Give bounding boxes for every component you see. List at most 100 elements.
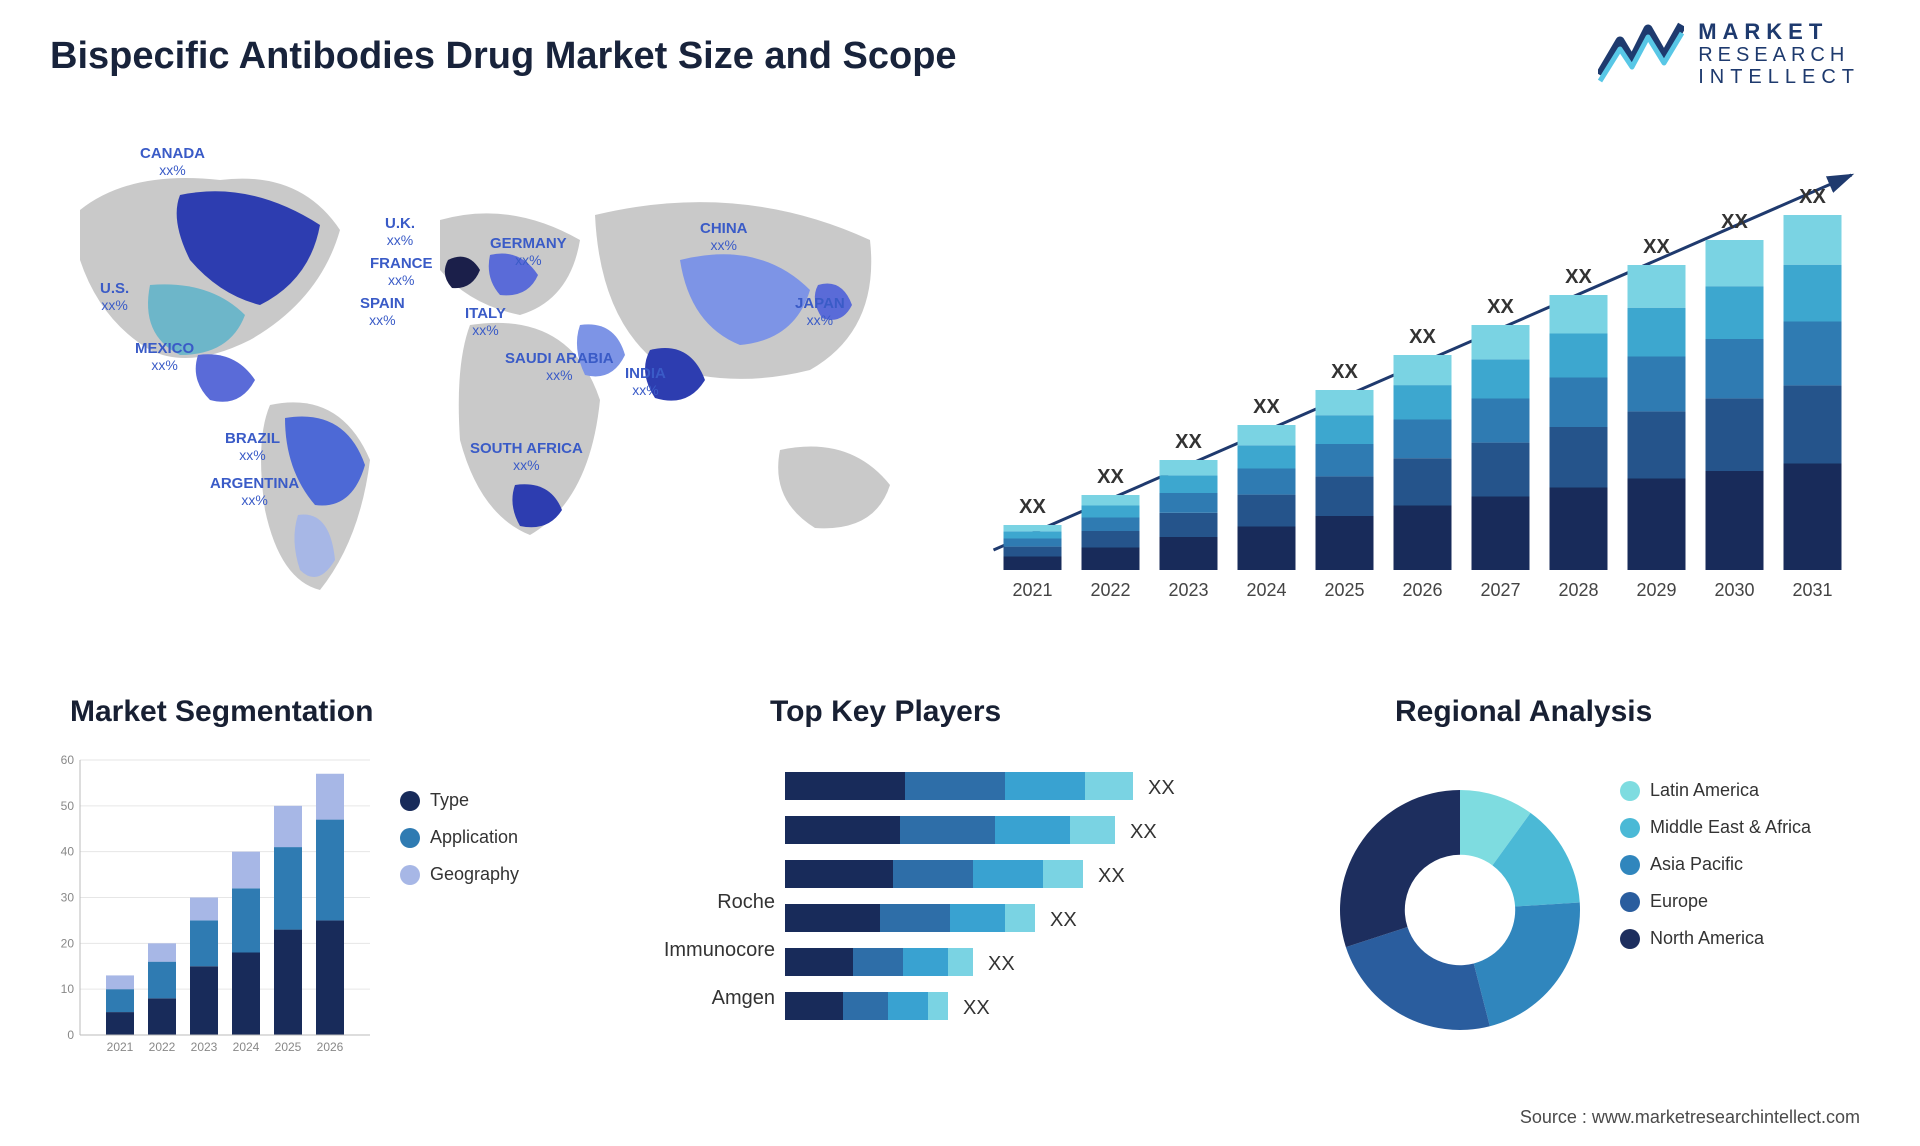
growth-bar-seg bbox=[1628, 411, 1686, 478]
seg-bar-seg bbox=[190, 966, 218, 1035]
seg-bar-seg bbox=[316, 774, 344, 820]
growth-bar-seg bbox=[1472, 325, 1530, 359]
growth-bar-seg bbox=[1082, 548, 1140, 571]
growth-bar-year: 2025 bbox=[1324, 580, 1364, 600]
player-bar-seg bbox=[843, 992, 888, 1020]
growth-bar-seg bbox=[1082, 506, 1140, 518]
seg-bar-seg bbox=[274, 847, 302, 930]
growth-bar-value: XX bbox=[1253, 396, 1280, 418]
seg-ytick: 60 bbox=[61, 753, 75, 767]
growth-bar-seg bbox=[1394, 420, 1452, 459]
player-bar-seg bbox=[1043, 860, 1083, 888]
growth-bar-seg bbox=[1472, 443, 1530, 497]
logo-swoosh-icon bbox=[1598, 21, 1684, 87]
growth-bar-value: XX bbox=[1097, 466, 1124, 488]
growth-bar-seg bbox=[1394, 385, 1452, 419]
growth-bar-year: 2027 bbox=[1480, 580, 1520, 600]
growth-bar-seg bbox=[1472, 497, 1530, 571]
regional-legend-item: Middle East & Africa bbox=[1620, 817, 1811, 838]
growth-bar-seg bbox=[1082, 495, 1140, 506]
growth-bar-seg bbox=[1160, 493, 1218, 513]
regional-legend-item: Asia Pacific bbox=[1620, 854, 1811, 875]
growth-bar-year: 2030 bbox=[1714, 580, 1754, 600]
growth-bar-seg bbox=[1784, 215, 1842, 265]
growth-bar-seg bbox=[1082, 518, 1140, 532]
player-bar-value: XX bbox=[1148, 777, 1175, 799]
player-bar-value: XX bbox=[963, 997, 990, 1019]
seg-bar-seg bbox=[190, 920, 218, 966]
player-bar-seg bbox=[853, 948, 903, 976]
growth-bar-seg bbox=[1550, 427, 1608, 488]
segmentation-title: Market Segmentation bbox=[70, 695, 373, 729]
seg-ytick: 20 bbox=[61, 936, 75, 950]
player-bar-seg bbox=[1085, 772, 1133, 800]
growth-bar-seg bbox=[1316, 516, 1374, 570]
player-bar-seg bbox=[888, 992, 928, 1020]
growth-bar-seg bbox=[1004, 531, 1062, 538]
regional-legend-item: Europe bbox=[1620, 891, 1811, 912]
growth-bar-seg bbox=[1706, 240, 1764, 286]
growth-bar-seg bbox=[1784, 322, 1842, 386]
players-title: Top Key Players bbox=[770, 695, 1001, 729]
player-bar-seg bbox=[785, 772, 905, 800]
seg-bar-seg bbox=[148, 998, 176, 1035]
growth-bar-value: XX bbox=[1565, 266, 1592, 288]
growth-bar-seg bbox=[1082, 531, 1140, 548]
growth-bar-year: 2021 bbox=[1012, 580, 1052, 600]
seg-xtick: 2022 bbox=[149, 1040, 176, 1054]
seg-xtick: 2024 bbox=[233, 1040, 260, 1054]
player-bar-value: XX bbox=[1130, 821, 1157, 843]
growth-bar-value: XX bbox=[1019, 496, 1046, 518]
player-bar-seg bbox=[903, 948, 948, 976]
seg-ytick: 50 bbox=[61, 799, 75, 813]
seg-ytick: 40 bbox=[61, 845, 75, 859]
growth-bar-seg bbox=[1004, 539, 1062, 547]
player-bar-seg bbox=[785, 992, 843, 1020]
growth-bar-value: XX bbox=[1331, 361, 1358, 383]
player-bar-value: XX bbox=[1050, 909, 1077, 931]
seg-bar-seg bbox=[232, 852, 260, 889]
players-chart: RocheImmunocoreAmgen XXXXXXXXXXXX bbox=[625, 760, 1265, 1070]
world-map: CANADAxx%U.S.xx%MEXICOxx%BRAZILxx%ARGENT… bbox=[40, 140, 940, 620]
growth-bar-seg bbox=[1160, 475, 1218, 493]
player-bar-seg bbox=[785, 904, 880, 932]
seg-bar-seg bbox=[148, 943, 176, 961]
seg-ytick: 0 bbox=[67, 1028, 74, 1042]
growth-bar-seg bbox=[1472, 399, 1530, 443]
segmentation-chart: 0102030405060202120222023202420252026 Ty… bbox=[50, 750, 610, 1070]
seg-legend-item: Geography bbox=[400, 864, 519, 885]
growth-bar-seg bbox=[1004, 547, 1062, 557]
player-bar-seg bbox=[950, 904, 1005, 932]
growth-bar-seg bbox=[1394, 506, 1452, 571]
growth-bar-year: 2022 bbox=[1090, 580, 1130, 600]
growth-bar-year: 2029 bbox=[1636, 580, 1676, 600]
growth-bar-seg bbox=[1628, 265, 1686, 308]
logo-line2: RESEARCH bbox=[1698, 44, 1860, 66]
growth-bar-seg bbox=[1160, 537, 1218, 570]
seg-bar-seg bbox=[148, 962, 176, 999]
seg-xtick: 2026 bbox=[317, 1040, 344, 1054]
growth-bar-seg bbox=[1706, 339, 1764, 398]
player-bar-seg bbox=[995, 816, 1070, 844]
seg-ytick: 30 bbox=[61, 891, 75, 905]
seg-xtick: 2023 bbox=[191, 1040, 218, 1054]
player-bar-seg bbox=[973, 860, 1043, 888]
growth-bar-seg bbox=[1550, 378, 1608, 428]
growth-bar-seg bbox=[1238, 495, 1296, 527]
player-bar-seg bbox=[900, 816, 995, 844]
seg-legend-item: Type bbox=[400, 790, 519, 811]
regional-legend-item: Latin America bbox=[1620, 780, 1811, 801]
growth-bar-value: XX bbox=[1721, 211, 1748, 233]
player-bar-seg bbox=[785, 860, 893, 888]
player-bar-value: XX bbox=[1098, 865, 1125, 887]
growth-bar-year: 2024 bbox=[1246, 580, 1286, 600]
growth-bar-seg bbox=[1784, 464, 1842, 571]
logo-line3: INTELLECT bbox=[1698, 66, 1860, 88]
growth-bar-seg bbox=[1706, 471, 1764, 570]
regional-donut-chart: Latin America Middle East & Africa Asia Pa… bbox=[1320, 760, 1880, 1070]
seg-bar-seg bbox=[106, 989, 134, 1012]
growth-bar-year: 2023 bbox=[1168, 580, 1208, 600]
growth-bar-seg bbox=[1550, 488, 1608, 571]
growth-bar-seg bbox=[1238, 469, 1296, 495]
growth-bar-value: XX bbox=[1487, 296, 1514, 318]
